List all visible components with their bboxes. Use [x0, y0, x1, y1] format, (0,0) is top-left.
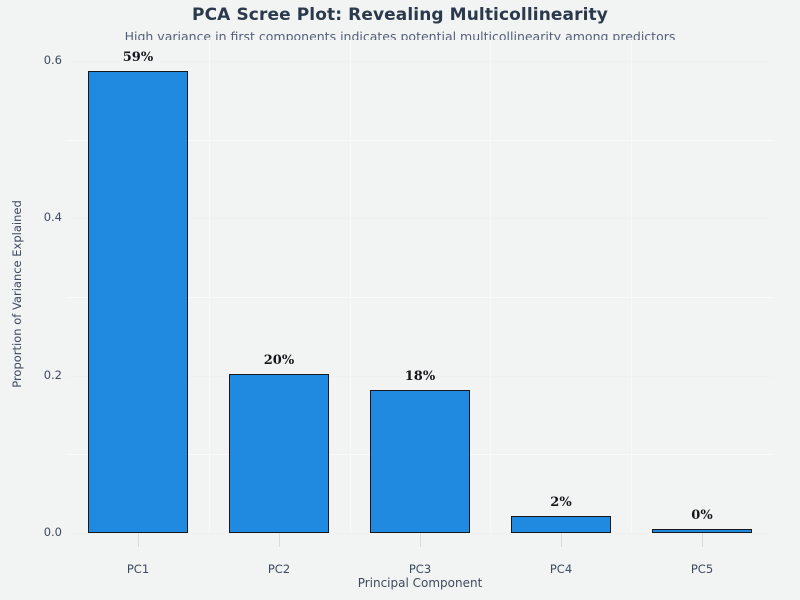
y-axis-tick-label: 0.2	[43, 367, 62, 382]
y-axis-tick-label: 0.0	[43, 525, 62, 539]
x-axis-tick-label-pc3: PC3	[408, 562, 432, 576]
bar-value-label: 2%	[550, 495, 572, 510]
gridline-vertical	[490, 40, 491, 533]
gridline-vertical	[631, 40, 632, 533]
bar-value-label: 0%	[691, 508, 713, 523]
gridline-horizontal-minor	[68, 297, 772, 299]
y-axis-tick-label: 0.4	[43, 210, 62, 225]
gridline-horizontal-minor	[68, 139, 772, 141]
y-axis-label: Proportion of Variance Explained	[10, 200, 24, 388]
bar-value-label: 59%	[122, 50, 154, 65]
x-axis-label: Principal Component	[357, 576, 483, 590]
bar-value-label: 20%	[263, 353, 295, 368]
y-axis-tick-label: 0.6	[43, 53, 62, 68]
x-axis-tick-label-pc4: PC4	[549, 562, 573, 576]
gridline-horizontal	[68, 61, 772, 63]
x-axis-tick-mark	[702, 533, 703, 547]
bar-value-label: 18%	[404, 369, 436, 384]
x-axis-tick-mark	[561, 533, 562, 547]
x-axis-tick-mark	[420, 533, 421, 547]
bar-pc3	[370, 390, 470, 533]
x-axis-tick-label-pc5: PC5	[690, 562, 714, 576]
x-axis-tick-mark	[138, 533, 139, 547]
gridline-vertical	[350, 40, 351, 533]
x-axis-tick-mark	[279, 533, 280, 547]
chart-title: PCA Scree Plot: Revealing Multicollinear…	[192, 5, 608, 25]
bar-pc1	[88, 71, 188, 533]
gridline-horizontal	[68, 218, 772, 220]
x-axis-tick-label-pc2: PC2	[267, 562, 291, 576]
gridline-horizontal	[68, 375, 772, 377]
gridline-vertical	[209, 40, 210, 533]
x-axis-tick-label-pc1: PC1	[126, 562, 150, 576]
bar-pc4	[511, 516, 611, 533]
bar-pc2	[229, 374, 329, 533]
bar-pc5	[652, 529, 752, 533]
plot-area: 59% PC1 20% PC2 18% PC3 2% PC4 0% PC5	[68, 40, 772, 576]
